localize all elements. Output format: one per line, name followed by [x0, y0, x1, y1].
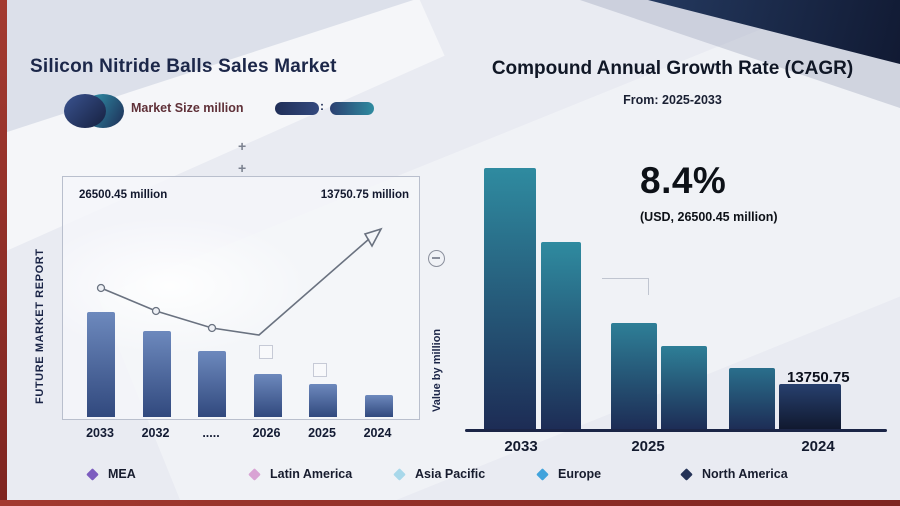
cagr-x-label-2024: 2024 [801, 438, 835, 455]
legend-pill-navy [275, 102, 319, 115]
trendline-marker [151, 306, 161, 316]
market-size-bar-2032 [142, 331, 171, 417]
diamond-marker-icon [393, 467, 406, 481]
cagr-x-axis-line [465, 429, 887, 432]
cagr-value: 8.4% [640, 160, 727, 201]
market-size-x-axis: 2033 2032..... 2026 2025 2024 [62, 426, 418, 444]
corner-line-decor [602, 278, 649, 295]
cylinder-icon [64, 92, 126, 130]
cagr-title: Compound Annual Growth Rate (CAGR) [491, 58, 854, 79]
legend-item-label: MEA [108, 467, 136, 481]
cagr-x-label-2033: 2033 [504, 438, 538, 455]
cagr-2024-value-label: 13750.75 [787, 369, 850, 386]
cagr-x-axis-labels: 2033 2025 2024 [460, 438, 890, 458]
diamond-marker-icon [680, 467, 693, 481]
minus-circle-icon [428, 250, 445, 267]
market-size-bar-2025 [309, 384, 337, 417]
left-red-edge [0, 0, 7, 506]
trendline-marker [96, 283, 106, 293]
market-size-x-label: 2033 [86, 426, 114, 440]
legend-item-asia-pacific: Asia Pacific [393, 464, 486, 484]
latest-value-label: 13750.75 million [320, 189, 409, 201]
plus-glyph: + [238, 160, 247, 176]
left-panel-title: Silicon Nitride Balls Sales Market [30, 56, 337, 77]
legend-item-north-america: North America [680, 464, 788, 484]
market-size-x-label: ..... [202, 426, 220, 440]
market-size-bar-..... [198, 351, 226, 417]
legend-item-latin-america: Latin America [248, 464, 353, 484]
cagr-note: (USD, 26500.45 million) [640, 210, 778, 224]
trendline-arrow [96, 227, 383, 336]
diamond-marker-icon [86, 467, 99, 481]
region-legend: MEA Latin America Asia Pacific Europe North … [70, 464, 880, 490]
future-market-report-watermark: FUTURE MARKET REPORT [34, 248, 46, 404]
cagr-bar-chart [460, 138, 890, 430]
cylinder-icon-front [64, 94, 106, 128]
cagr-subtitle: From: 2025-2033 [623, 93, 722, 107]
cagr-bar-2024 [779, 384, 841, 430]
trendline [100, 238, 370, 336]
cagr-bar-2033 [541, 242, 581, 430]
legend-item-label: Latin America [270, 467, 353, 481]
ghost-square-decor [259, 345, 273, 359]
market-size-x-label: 2026 [252, 426, 281, 440]
cagr-bar-2033 [484, 168, 536, 430]
bottom-red-edge [0, 500, 900, 506]
trend-arrowhead-icon [363, 227, 383, 248]
legend-item-europe: Europe [536, 464, 602, 484]
peak-value-label: 26500.45 million [79, 189, 168, 201]
diamond-marker-icon [248, 467, 261, 481]
trendline-marker [207, 323, 217, 333]
legend-item-mea: MEA [86, 464, 136, 484]
market-size-bar-2033 [87, 312, 115, 417]
cagr-bar-2025 [661, 346, 707, 430]
cagr-bar-2025 [611, 323, 657, 430]
diamond-marker-icon [536, 467, 549, 481]
market-size-x-label: 2024 [363, 426, 392, 440]
market-size-chart: 26500.45 million 13750.75 million [62, 176, 420, 420]
cagr-x-label-2025: 2025 [631, 438, 665, 455]
market-size-bar-2026 [253, 374, 282, 417]
legend-item-label: Asia Pacific [415, 467, 486, 481]
legend-pill-separator: : [320, 99, 324, 113]
ghost-square-decor [313, 363, 327, 377]
value-axis-label: Value by million [431, 328, 443, 412]
legend-pill-teal [330, 102, 374, 115]
market-size-x-label: 2032 [141, 426, 170, 440]
market-size-bar-2024 [364, 395, 393, 417]
market-size-legend-label: Market Size million [131, 101, 244, 115]
legend-item-label: North America [702, 467, 788, 481]
legend-item-label: Europe [558, 467, 602, 481]
market-size-x-label: 2025 [308, 426, 336, 440]
plus-glyph: + [238, 138, 247, 154]
cagr-bar-2024 [729, 368, 775, 430]
